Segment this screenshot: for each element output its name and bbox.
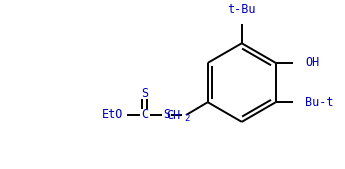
Text: 2: 2 — [184, 114, 189, 123]
Text: OH: OH — [305, 56, 319, 69]
Text: S: S — [141, 87, 148, 100]
Text: CH: CH — [166, 110, 180, 123]
Text: t-Bu: t-Bu — [227, 3, 256, 16]
Text: S: S — [163, 108, 170, 122]
Text: Bu-t: Bu-t — [305, 96, 334, 109]
Text: C: C — [141, 108, 148, 122]
Text: EtO: EtO — [102, 108, 123, 122]
